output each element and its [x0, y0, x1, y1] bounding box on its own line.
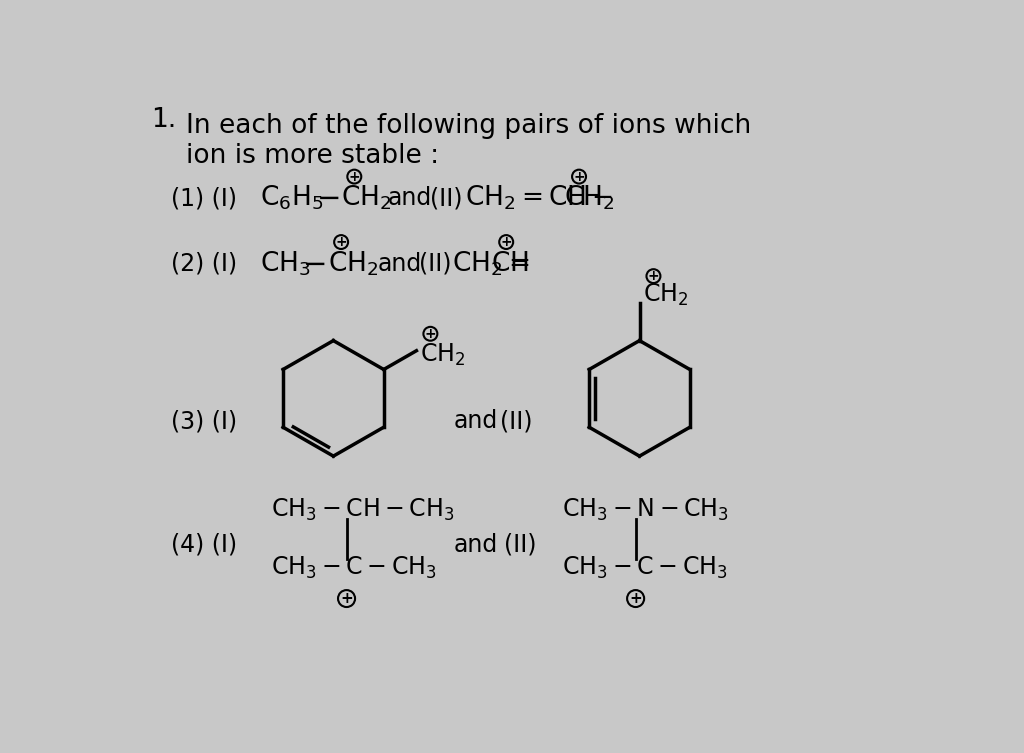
Text: +: +: [335, 235, 347, 249]
Text: and: and: [454, 410, 498, 434]
Text: $\mathregular{CH_3-CH-CH_3}$: $\mathregular{CH_3-CH-CH_3}$: [271, 497, 455, 523]
Text: $\mathregular{CH_2}$: $\mathregular{CH_2}$: [328, 249, 379, 278]
Text: $-$: $-$: [302, 249, 326, 278]
Text: and: and: [378, 252, 422, 276]
Text: $\mathregular{CH_3-C-CH_3}$: $\mathregular{CH_3-C-CH_3}$: [562, 555, 728, 581]
Text: +: +: [630, 591, 642, 606]
Text: $\mathregular{CH}$: $\mathregular{CH}$: [490, 251, 528, 276]
Text: (2) (I): (2) (I): [171, 252, 237, 276]
Text: In each of the following pairs of ions which: In each of the following pairs of ions w…: [186, 114, 752, 139]
Text: 1.: 1.: [152, 107, 176, 133]
Text: and: and: [388, 186, 432, 210]
Text: $\mathregular{CH_3-C-CH_3}$: $\mathregular{CH_3-C-CH_3}$: [271, 555, 437, 581]
Text: (II): (II): [504, 532, 537, 556]
Text: $\mathregular{CH_2=CH-}$: $\mathregular{CH_2=CH-}$: [465, 184, 613, 212]
Text: $\mathregular{CH_2}$: $\mathregular{CH_2}$: [564, 184, 614, 212]
Text: +: +: [573, 169, 585, 184]
Text: $\mathregular{CH_2=}$: $\mathregular{CH_2=}$: [452, 249, 529, 278]
Text: $\mathregular{CH_2}$: $\mathregular{CH_2}$: [341, 184, 391, 212]
Text: and: and: [454, 532, 498, 556]
Text: (3) (I): (3) (I): [171, 410, 237, 434]
Text: +: +: [348, 169, 360, 184]
Text: (4) (I): (4) (I): [171, 532, 237, 556]
Text: $\mathregular{CH_3}$: $\mathregular{CH_3}$: [260, 249, 310, 278]
Text: +: +: [425, 327, 436, 341]
Text: (II): (II): [500, 410, 532, 434]
Text: $-$: $-$: [316, 184, 340, 212]
Text: (II): (II): [419, 252, 452, 276]
Text: $\mathregular{CH_2}$: $\mathregular{CH_2}$: [420, 341, 466, 367]
Text: $\mathregular{CH_2}$: $\mathregular{CH_2}$: [643, 282, 689, 309]
Text: ion is more stable :: ion is more stable :: [186, 143, 439, 169]
Text: +: +: [340, 591, 353, 606]
Text: (1) (I): (1) (I): [171, 186, 237, 210]
Text: +: +: [501, 235, 512, 249]
Text: +: +: [647, 269, 659, 283]
Text: $\mathregular{CH_3-N-CH_3}$: $\mathregular{CH_3-N-CH_3}$: [562, 497, 729, 523]
Text: $\mathregular{C_6H_5}$: $\mathregular{C_6H_5}$: [260, 184, 324, 212]
Text: (II): (II): [430, 186, 463, 210]
